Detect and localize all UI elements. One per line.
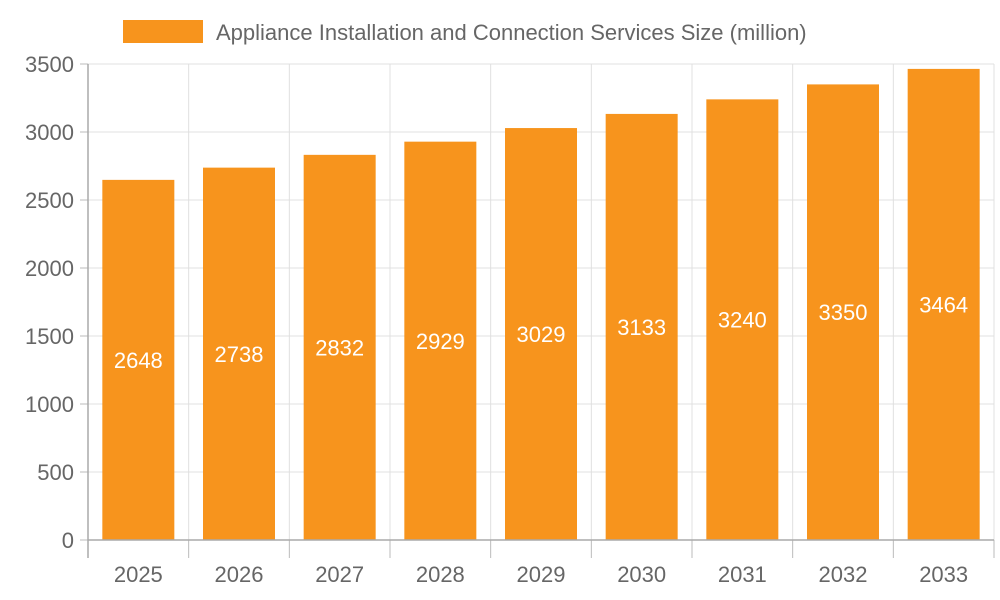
bar <box>203 167 275 540</box>
x-tick-label: 2029 <box>517 562 566 587</box>
x-tick-label: 2028 <box>416 562 465 587</box>
bar <box>907 68 980 540</box>
bar <box>102 179 175 540</box>
y-tick-label: 3000 <box>25 120 74 145</box>
x-tick-label: 2031 <box>718 562 767 587</box>
data-label: 3133 <box>617 315 666 340</box>
bar <box>706 99 779 541</box>
legend-swatch <box>123 20 203 43</box>
x-tick-label: 2025 <box>114 562 163 587</box>
bar <box>404 141 477 540</box>
bar <box>303 154 376 540</box>
legend-label: Appliance Installation and Connection Se… <box>216 20 807 45</box>
bar <box>807 84 879 541</box>
y-tick-label: 500 <box>37 460 74 485</box>
x-tick-label: 2026 <box>215 562 264 587</box>
data-label: 3240 <box>718 308 767 333</box>
bar <box>505 128 577 540</box>
data-label: 3029 <box>517 322 566 347</box>
bars: 2648 2738 2832 2929 3029 3133 3240 3350 3464 <box>102 68 980 541</box>
data-label: 3350 <box>819 300 868 325</box>
y-tick-label: 1000 <box>25 392 74 417</box>
data-label: 2832 <box>315 335 364 360</box>
x-tick-label: 2030 <box>617 562 666 587</box>
data-label: 3464 <box>919 292 968 317</box>
y-tick-label: 0 <box>62 528 74 553</box>
y-tick-label: 3500 <box>25 52 74 77</box>
y-tick-label: 2500 <box>25 188 74 213</box>
y-tick-label: 1500 <box>25 324 74 349</box>
bar <box>605 113 678 541</box>
data-label: 2648 <box>114 348 163 373</box>
x-tick-label: 2027 <box>315 562 364 587</box>
x-tick-label: 2033 <box>919 562 968 587</box>
data-label: 2738 <box>215 342 264 367</box>
data-label: 2929 <box>416 329 465 354</box>
y-tick-label: 2000 <box>25 256 74 281</box>
axes: 0 500 1000 1500 2000 2500 3000 3500 2025 2026 2027… <box>25 52 995 587</box>
legend[interactable]: Appliance Installation and Connection Se… <box>123 20 807 45</box>
x-tick-label: 2032 <box>819 562 868 587</box>
